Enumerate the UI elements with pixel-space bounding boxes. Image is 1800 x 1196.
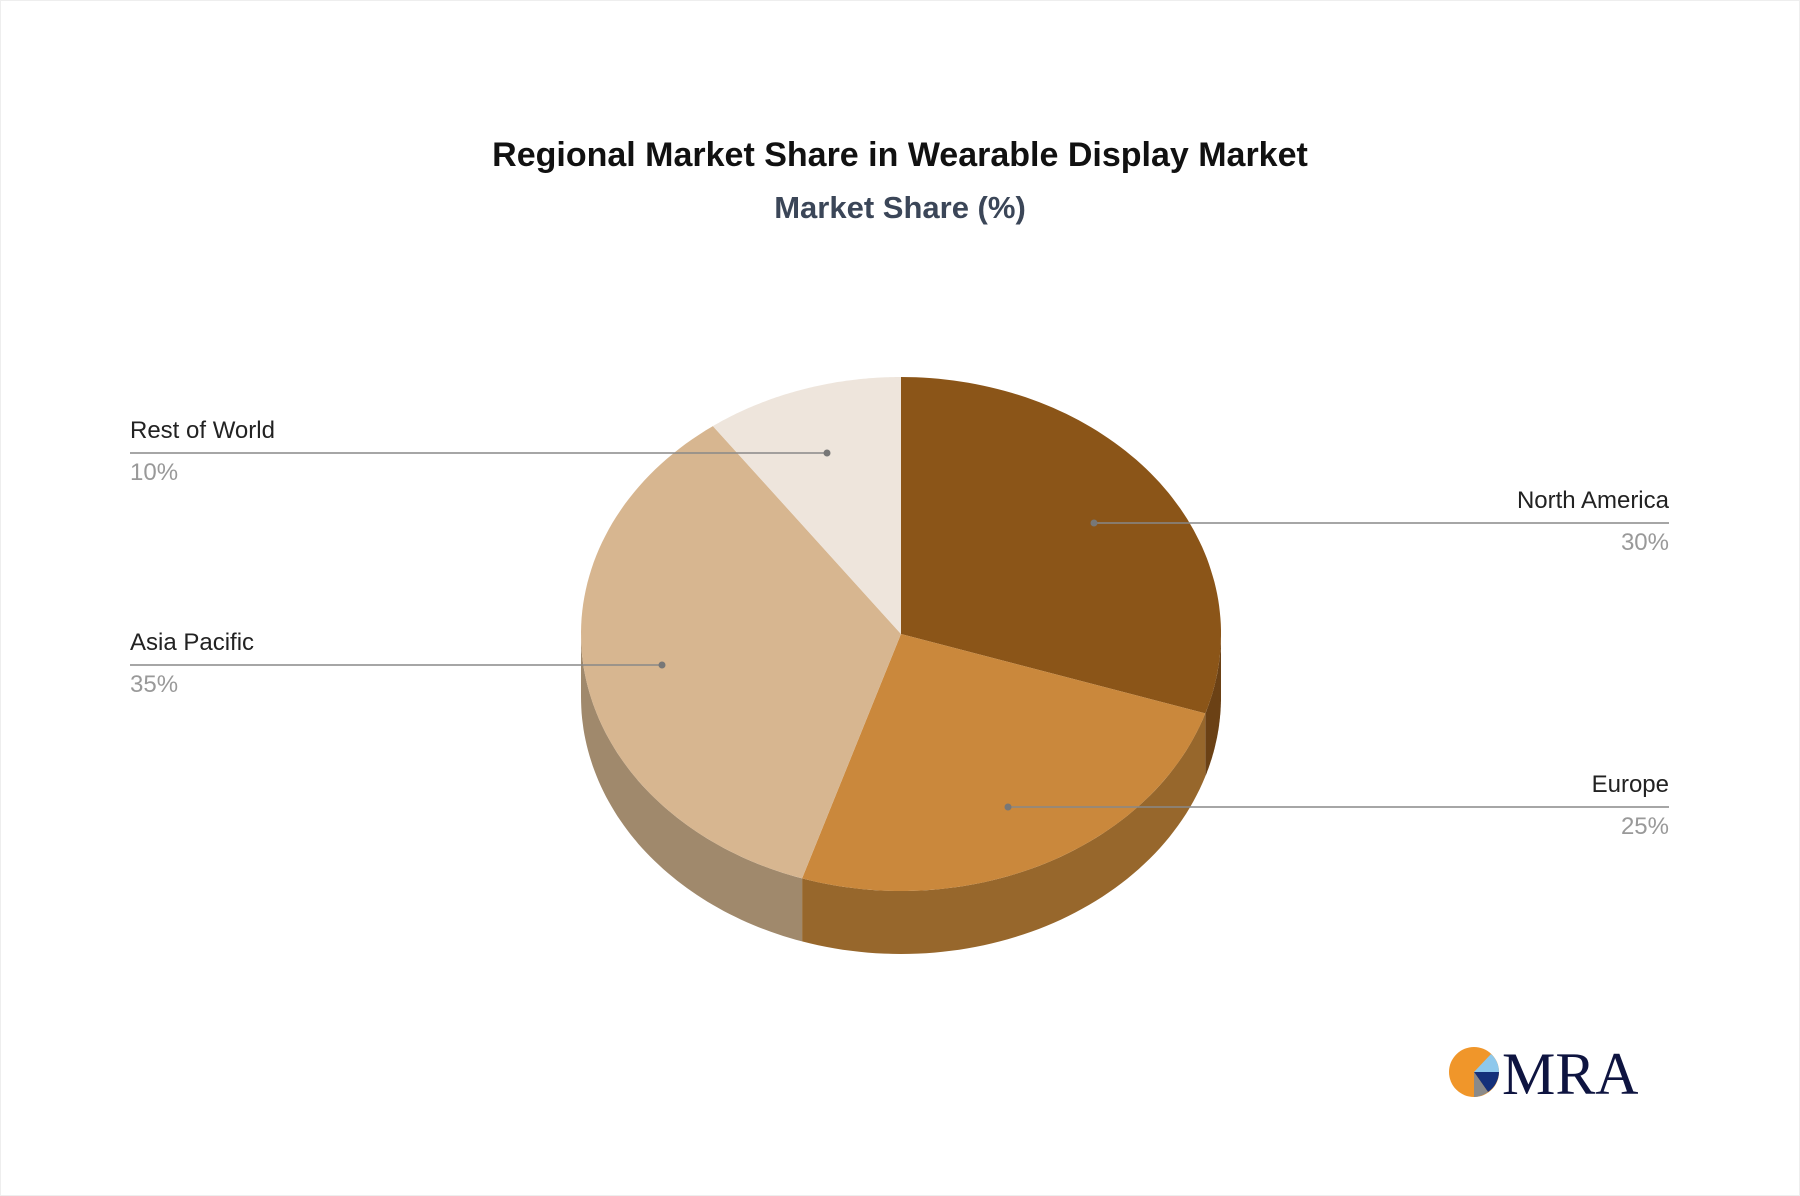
pie-slice-asia-pacific[interactable]: [581, 426, 901, 879]
label-rest-of-world: Rest of World: [130, 417, 275, 444]
leader-dot-europe: [1004, 803, 1012, 811]
pie-slice-rest-of-world[interactable]: [712, 377, 901, 634]
chart-subtitle: Market Share (%): [774, 190, 1026, 225]
pie-slice-europe[interactable]: [802, 634, 1206, 891]
value-asia-pacific: 35%: [130, 671, 179, 698]
value-europe: 25%: [1620, 813, 1669, 840]
value-north-america: 30%: [1620, 529, 1669, 556]
pie-side-europe: [802, 713, 1206, 954]
label-north-america: North America: [1516, 487, 1669, 514]
leader-dot-north-america: [1090, 519, 1098, 527]
mra-logo: MRA: [1449, 1041, 1638, 1100]
pie-slice-north-america[interactable]: [901, 377, 1221, 714]
logo-text: MRA: [1502, 1041, 1638, 1100]
pie-side-asia-pacific: [581, 634, 803, 942]
value-rest-of-world: 10%: [130, 459, 179, 486]
leader-dot-rest-of-world: [823, 449, 831, 457]
leader-dot-asia-pacific: [658, 661, 666, 669]
label-europe: Europe: [1591, 771, 1669, 798]
label-asia-pacific: Asia Pacific: [130, 629, 255, 656]
pie-side-north-america: [1205, 634, 1221, 777]
chart-title: Regional Market Share in Wearable Displa…: [492, 136, 1308, 174]
